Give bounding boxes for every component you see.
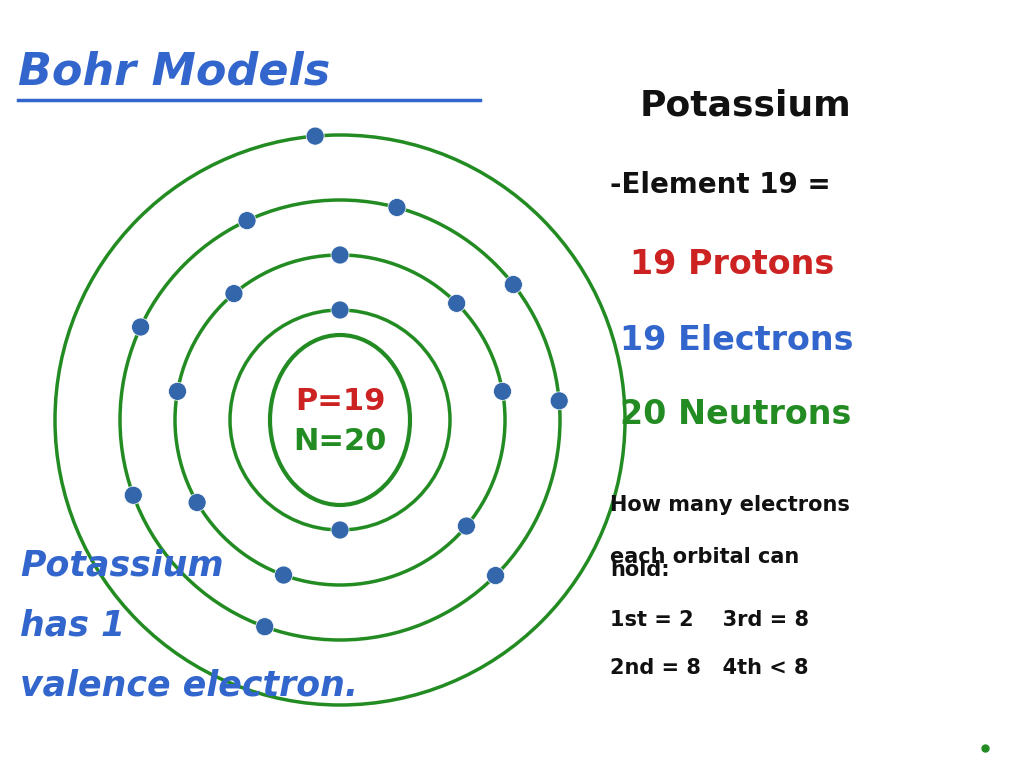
Text: 2nd = 8   4th < 8: 2nd = 8 4th < 8 xyxy=(610,658,809,678)
Circle shape xyxy=(331,521,349,539)
Text: Bohr Models: Bohr Models xyxy=(18,51,331,94)
Circle shape xyxy=(306,127,325,145)
Text: has 1: has 1 xyxy=(20,608,125,642)
Text: 19 Electrons: 19 Electrons xyxy=(620,323,853,356)
Circle shape xyxy=(256,617,273,636)
Text: valence electron.: valence electron. xyxy=(20,668,358,702)
Text: N=20: N=20 xyxy=(293,428,387,456)
Circle shape xyxy=(188,494,206,511)
Text: 1st = 2    3rd = 8: 1st = 2 3rd = 8 xyxy=(610,610,809,630)
Circle shape xyxy=(447,294,466,313)
Circle shape xyxy=(225,285,243,303)
Text: Potassium: Potassium xyxy=(640,88,852,122)
Text: P=19: P=19 xyxy=(295,388,385,416)
Circle shape xyxy=(388,198,406,217)
Circle shape xyxy=(169,382,186,400)
Circle shape xyxy=(132,318,150,336)
Circle shape xyxy=(505,276,522,293)
Circle shape xyxy=(238,212,256,230)
Text: each orbital can: each orbital can xyxy=(610,547,800,567)
Circle shape xyxy=(274,566,293,584)
Circle shape xyxy=(124,486,142,505)
Text: 19 Protons: 19 Protons xyxy=(630,249,835,282)
Circle shape xyxy=(494,382,512,400)
Circle shape xyxy=(331,301,349,319)
Circle shape xyxy=(486,567,505,584)
Circle shape xyxy=(458,517,475,535)
Circle shape xyxy=(550,392,568,410)
Circle shape xyxy=(331,246,349,264)
Text: Potassium: Potassium xyxy=(20,548,223,582)
Text: hold:: hold: xyxy=(610,560,670,580)
Text: -Element 19 =: -Element 19 = xyxy=(610,171,830,199)
Text: 20 Neutrons: 20 Neutrons xyxy=(620,399,851,432)
Text: How many electrons: How many electrons xyxy=(610,495,850,515)
